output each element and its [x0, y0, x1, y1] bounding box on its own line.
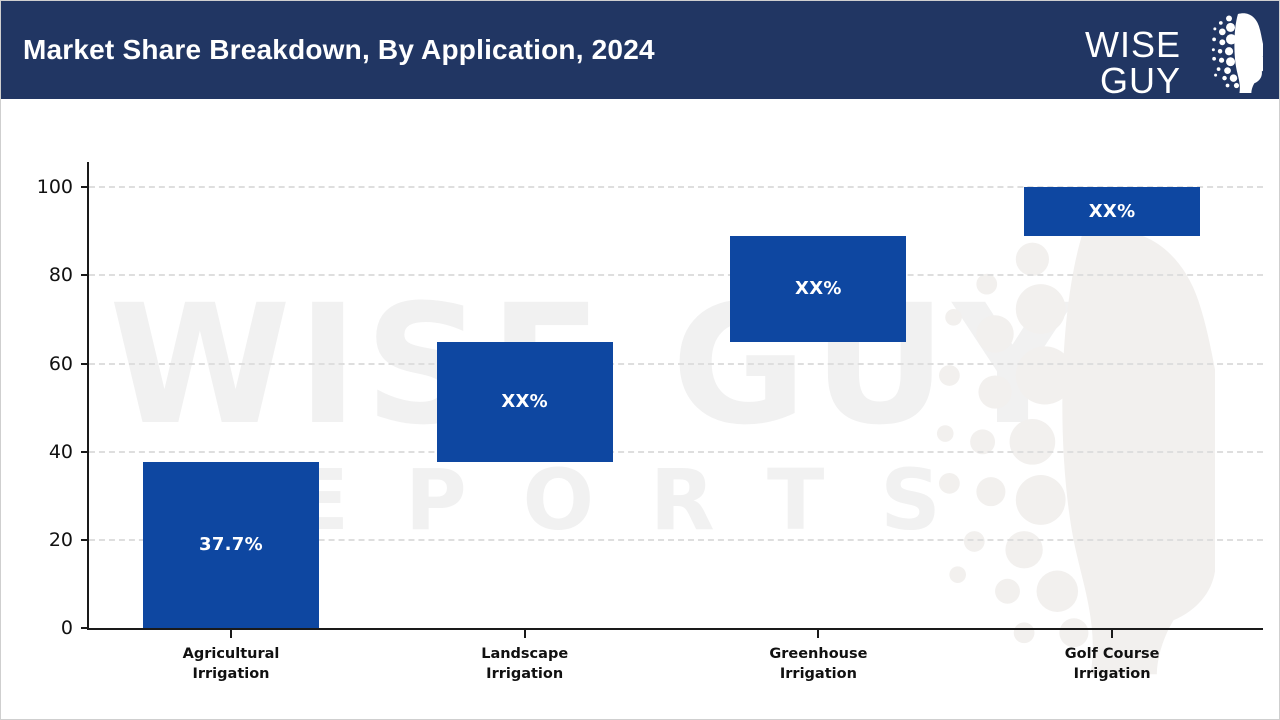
y-tick-mark	[81, 362, 89, 365]
bar-segment: XX%	[730, 235, 907, 342]
bar-value-label: XX%	[795, 278, 842, 300]
category-label-line: Irrigation	[779, 666, 857, 682]
wise-guy-logo: WISE GUY REPORTS	[1017, 9, 1267, 118]
bar-value-label: XX%	[1088, 201, 1136, 223]
category-label-line: Landscape	[481, 646, 569, 662]
page-title: Market Share Breakdown, By Application, …	[23, 34, 655, 65]
category-label-line: Golf Course	[1064, 646, 1160, 662]
category-label-line: Greenhouse	[769, 646, 868, 662]
bar-segment: XX%	[1024, 187, 1201, 236]
y-gridline	[89, 362, 1263, 365]
category-label: Agricultural Irrigation	[121, 644, 341, 684]
category-label-line: Agricultural	[182, 646, 280, 662]
y-tick-label: 40	[48, 440, 73, 463]
y-axis-line	[87, 162, 89, 630]
y-tick-label: 20	[48, 528, 73, 551]
logo-wordmark: WISE GUY	[1084, 24, 1181, 101]
y-gridline	[89, 450, 1263, 453]
category-label: Golf Course Irrigation	[1002, 644, 1222, 684]
y-tick-label: 0	[60, 617, 73, 639]
bar-value-label: 37.7%	[199, 534, 263, 556]
x-tick-mark	[1111, 630, 1114, 638]
y-gridline	[89, 186, 1263, 189]
y-tick-mark	[81, 627, 89, 629]
y-tick-label: 80	[48, 264, 73, 287]
bar-segment: 37.7%	[143, 461, 319, 628]
y-gridline	[89, 538, 1263, 541]
x-axis-line	[87, 628, 1263, 630]
y-tick-mark	[81, 274, 89, 277]
dotted-head-icon	[1211, 13, 1263, 93]
x-tick-mark	[817, 630, 820, 638]
y-tick-mark	[81, 186, 89, 189]
category-label: Landscape Irrigation	[415, 644, 635, 684]
category-label-line: Irrigation	[1073, 666, 1151, 682]
y-tick-label: 100	[36, 176, 73, 199]
header-banner: Market Share Breakdown, By Application, …	[1, 1, 1279, 118]
category-label: Greenhouse Irrigation	[708, 644, 928, 684]
bar-segment: XX%	[436, 341, 613, 462]
y-tick-mark	[81, 538, 89, 541]
y-tick-label: 60	[48, 352, 73, 375]
category-label-line: Irrigation	[192, 666, 270, 682]
plot-region: 0 20 40 60 80 100 37.7% Agricultural Irrigation X…	[1, 99, 1279, 719]
x-tick-mark	[230, 630, 232, 638]
bar-value-label: XX%	[501, 391, 549, 413]
chart-area: WISE GUY REPORTS 0 20 40 60 80 100 37.7% Agricu…	[1, 99, 1279, 719]
x-tick-mark	[523, 630, 526, 638]
y-tick-mark	[81, 450, 89, 453]
y-gridline	[89, 274, 1263, 277]
category-label-line: Irrigation	[486, 666, 564, 682]
